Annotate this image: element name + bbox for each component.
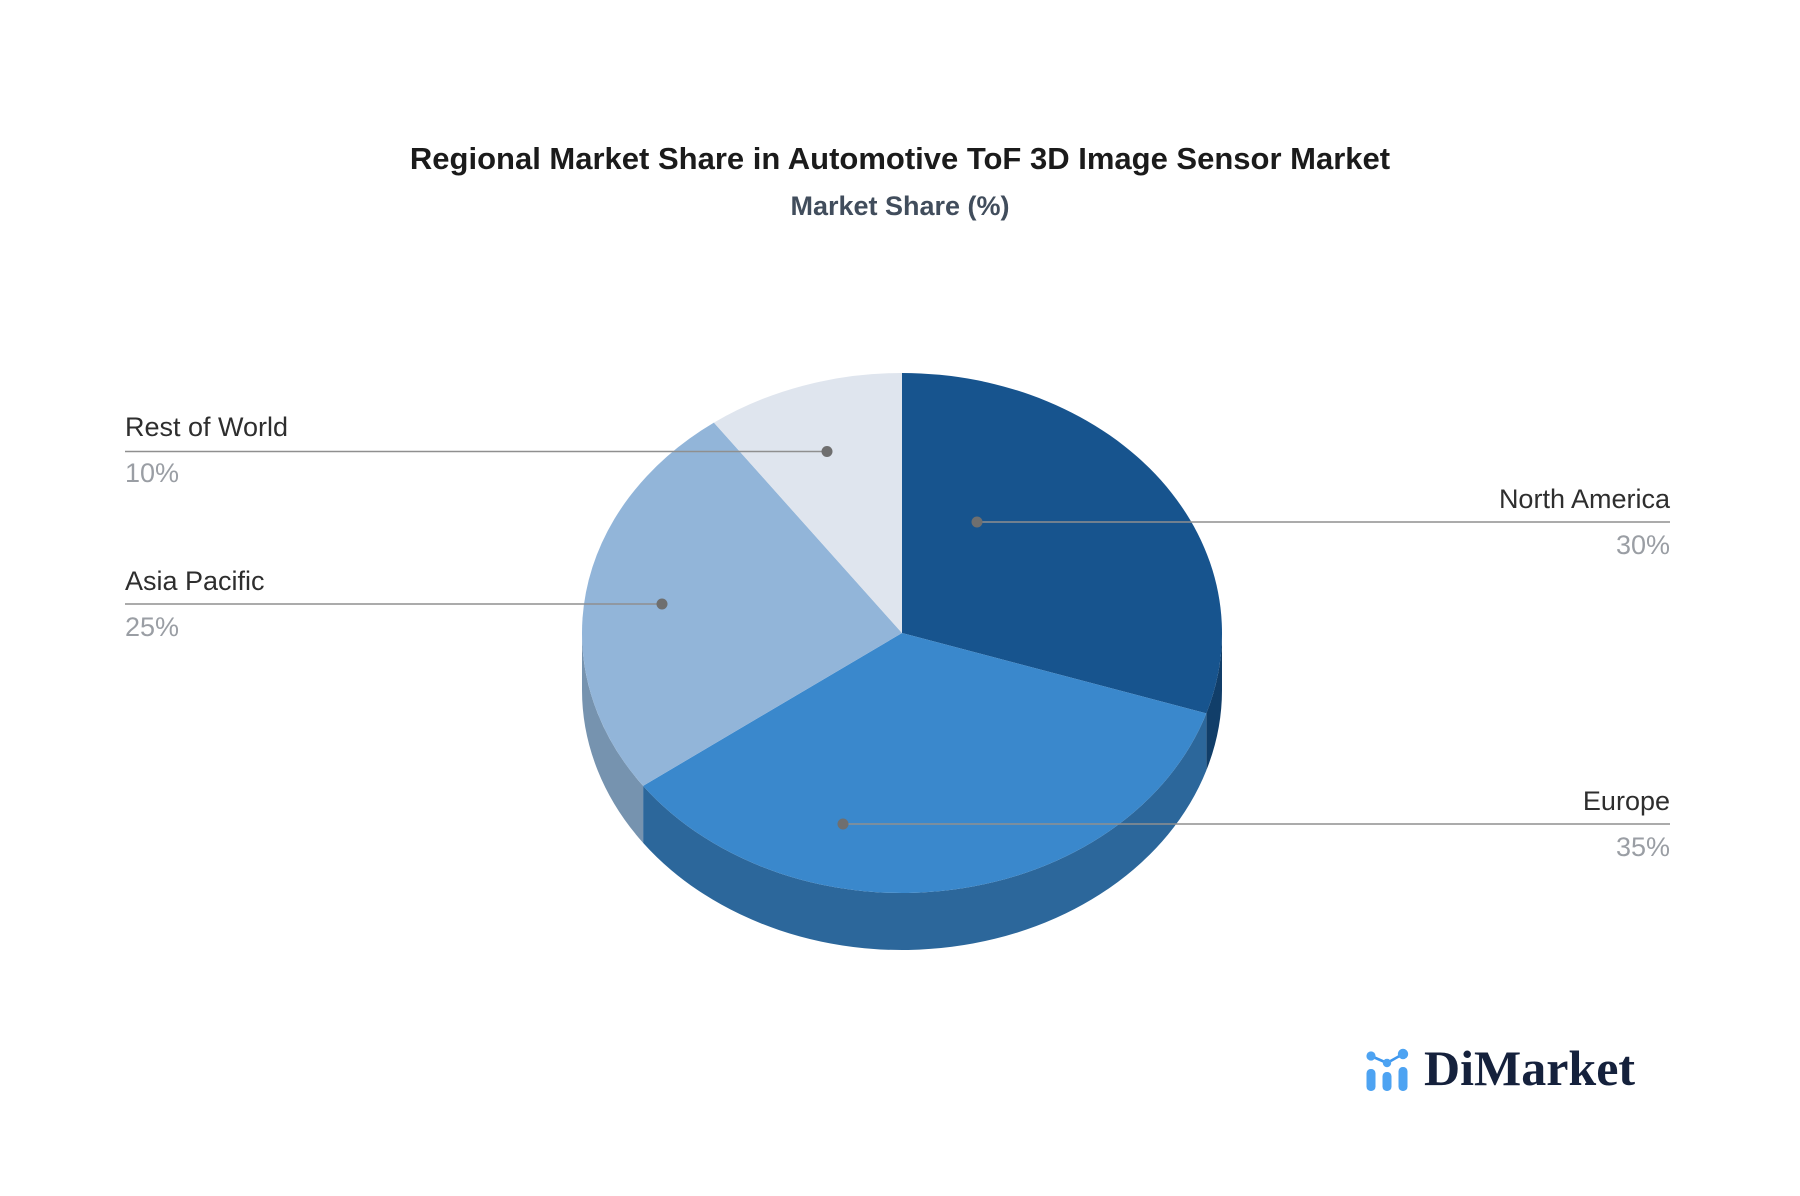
pct-north-america: 30% bbox=[1615, 530, 1670, 560]
pie-slice-europe-side bbox=[643, 713, 1207, 951]
pct-rest-of-world: 10% bbox=[125, 458, 180, 488]
chart-subtitle: Market Share (%) bbox=[790, 191, 1010, 221]
dimarket-logo: DiMarket bbox=[1366, 1040, 1636, 1096]
leader-dot-rest-of-world bbox=[821, 446, 833, 457]
leader-dot-asia-pacific bbox=[656, 598, 668, 610]
pie-slice-north-america[interactable] bbox=[902, 372, 1223, 714]
logo-text: DiMarket bbox=[1424, 1040, 1636, 1096]
pie-slice-north-america-side bbox=[1206, 633, 1222, 771]
bar-line-chart-icon bbox=[1366, 1048, 1409, 1091]
leader-dot-europe bbox=[837, 818, 849, 830]
label-europe: Europe bbox=[1582, 786, 1670, 816]
label-rest-of-world: Rest of World bbox=[125, 412, 289, 442]
pie-slice-europe[interactable] bbox=[643, 633, 1207, 893]
pie-slice-rest-of-world[interactable] bbox=[713, 373, 902, 633]
label-north-america: North America bbox=[1498, 484, 1670, 514]
chart-title: Regional Market Share in Automotive ToF … bbox=[409, 141, 1391, 176]
pie-slice-asia-pacific-side bbox=[582, 633, 644, 843]
pct-europe: 35% bbox=[1615, 832, 1670, 862]
label-asia-pacific: Asia Pacific bbox=[125, 566, 265, 596]
pct-asia-pacific: 25% bbox=[125, 612, 180, 642]
pie-slice-asia-pacific[interactable] bbox=[582, 422, 902, 786]
leader-dot-north-america bbox=[971, 516, 983, 528]
